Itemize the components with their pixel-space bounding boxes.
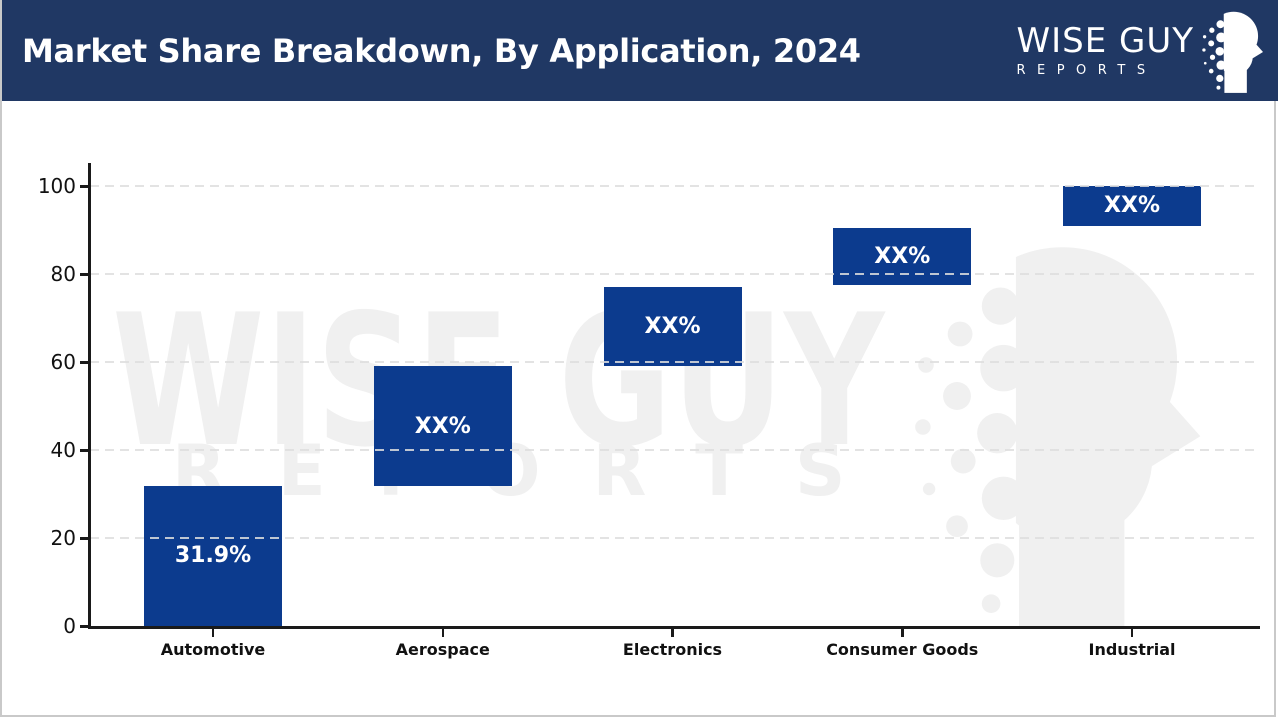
brand-logo: WISE GUY REPORTS [1016, 7, 1264, 93]
waterfall-bar-automotive [144, 485, 282, 626]
x-axis-line [88, 626, 1260, 629]
y-tick-mark [80, 537, 89, 540]
x-tick-mark [901, 628, 904, 637]
x-tick-mark [211, 628, 215, 637]
y-tick-mark [80, 361, 89, 364]
x-axis-category-label: Industrial [1088, 640, 1176, 659]
gridline-100 [90, 185, 1260, 187]
y-axis-line [88, 163, 91, 628]
gridline-20 [90, 537, 1260, 539]
brand-subtitle: REPORTS [1016, 62, 1157, 78]
brand-name: WISE GUY [1016, 21, 1194, 62]
y-axis-tick-label: 20 [50, 526, 76, 550]
bar-value-label: XX% [644, 314, 701, 340]
x-tick-mark [671, 628, 674, 637]
y-tick-mark [80, 273, 89, 276]
x-tick-mark [441, 628, 444, 637]
y-axis-tick-label: 40 [50, 438, 76, 462]
y-axis-tick-label: 80 [50, 262, 76, 286]
bar-value-label: XX% [874, 243, 931, 269]
waterfall-bar-electronics [603, 287, 742, 367]
y-tick-mark [80, 449, 89, 452]
bar-value-label: 31.9% [174, 543, 252, 569]
brand-head-icon [1198, 7, 1264, 93]
y-axis-tick-label: 0 [63, 614, 76, 638]
x-axis-category-label: Aerospace [395, 640, 490, 659]
gridline-60 [90, 361, 1260, 363]
page-title: Market Share Breakdown, By Application, … [22, 31, 861, 70]
x-axis-category-label: Electronics [622, 640, 723, 659]
x-axis-category-label: Automotive [160, 640, 266, 659]
y-tick-mark [80, 185, 89, 188]
brand-logo-text: WISE GUY REPORTS [1016, 21, 1194, 78]
bar-value-label: XX% [414, 413, 471, 439]
y-axis-tick-label: 60 [50, 350, 76, 374]
waterfall-bar-aerospace [373, 366, 512, 486]
waterfall-bar-consumer-goods [833, 227, 972, 285]
gridline-80 [90, 273, 1260, 275]
bar-value-label: XX% [1104, 193, 1160, 219]
waterfall-bar-industrial [1063, 186, 1201, 226]
gridline-40 [90, 449, 1260, 451]
y-axis-tick-label: 100 [37, 174, 76, 198]
x-axis-category-label: Consumer Goods [826, 640, 979, 659]
y-tick-mark [80, 625, 89, 628]
header-bar: Market Share Breakdown, By Application, … [2, 0, 1278, 101]
x-tick-mark [1130, 628, 1134, 637]
